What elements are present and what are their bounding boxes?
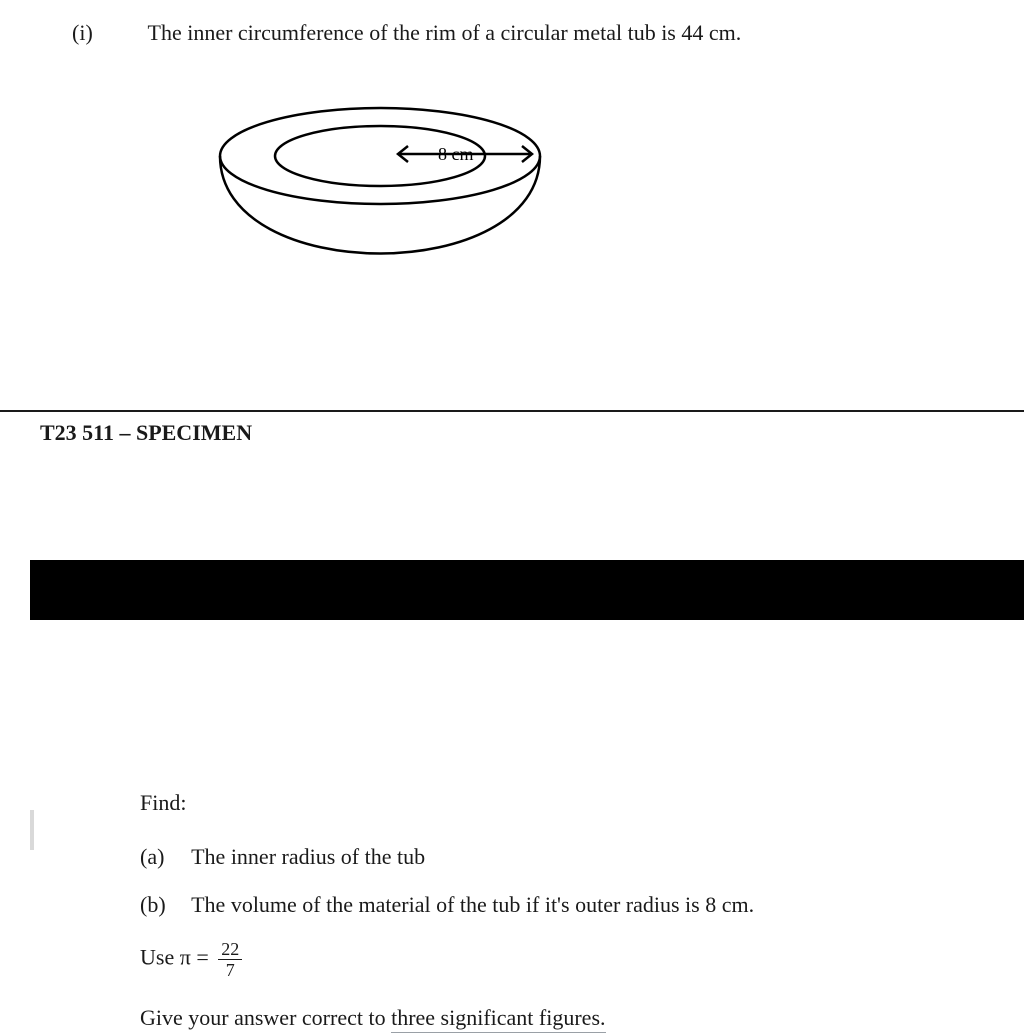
- pi-fraction: 22 7: [218, 940, 242, 979]
- radius-label: 8 cm: [438, 144, 474, 164]
- specimen-code: T23 511 – SPECIMEN: [40, 420, 252, 446]
- tub-diagram: 8 cm: [200, 76, 560, 336]
- part-a-marker: (a): [140, 844, 186, 870]
- page: (i) The inner circumference of the rim o…: [0, 0, 1024, 1033]
- part-a-text: The inner radius of the tub: [191, 844, 425, 869]
- use-pi-prefix: Use π =: [140, 945, 209, 970]
- pi-numerator: 22: [218, 940, 242, 960]
- pi-denominator: 7: [218, 960, 242, 979]
- closing-line: Give your answer correct to three signif…: [140, 1005, 964, 1031]
- outer-rim: [220, 108, 540, 204]
- question-marker: (i): [72, 20, 142, 46]
- question-text: The inner circumference of the rim of a …: [148, 20, 742, 46]
- find-label: Find:: [140, 790, 964, 816]
- question-line: (i) The inner circumference of the rim o…: [72, 20, 984, 46]
- lower-block: Find: (a) The inner radius of the tub (b…: [140, 790, 964, 1031]
- part-b: (b) The volume of the material of the tu…: [140, 892, 964, 918]
- part-a: (a) The inner radius of the tub: [140, 844, 964, 870]
- use-pi: Use π = 22 7: [140, 940, 964, 979]
- part-b-marker: (b): [140, 892, 186, 918]
- margin-mark: [30, 810, 34, 850]
- part-b-text: The volume of the material of the tub if…: [191, 892, 754, 917]
- section-rule: [0, 410, 1024, 412]
- closing-emph: three significant figures.: [391, 1005, 605, 1033]
- closing-prefix: Give your answer correct to: [140, 1005, 391, 1030]
- page-gap-bar: [30, 560, 1024, 620]
- tub-svg: 8 cm: [200, 76, 560, 336]
